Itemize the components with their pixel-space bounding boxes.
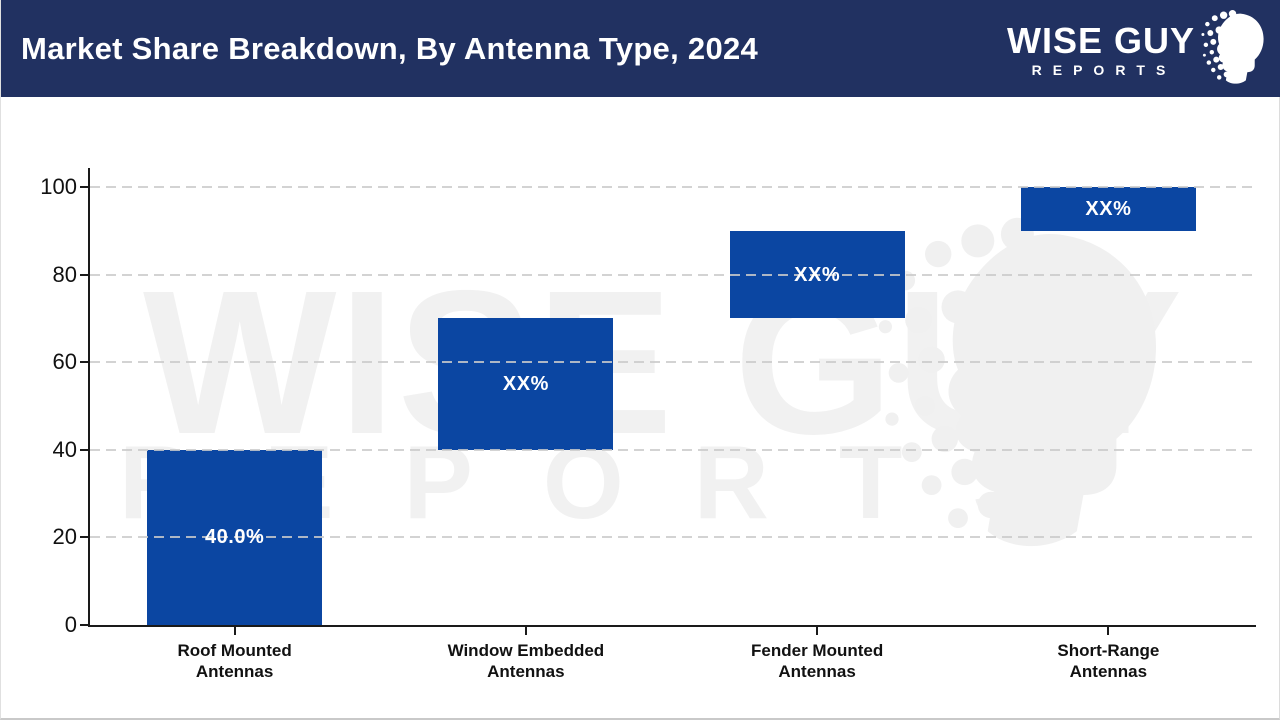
y-axis-tick-label: 80 bbox=[52, 261, 77, 287]
brand-logo: WISE GUY REPORTS bbox=[1007, 8, 1271, 92]
bar-value-label: XX% bbox=[502, 373, 549, 396]
bar-segment bbox=[438, 318, 614, 450]
gridline bbox=[90, 186, 1254, 188]
page-title: Market Share Breakdown, By Antenna Type,… bbox=[21, 30, 759, 66]
bar-value-label: XX% bbox=[1085, 197, 1132, 220]
y-axis-tick bbox=[80, 186, 89, 188]
brand-logo-text: WISE GUY REPORTS bbox=[1006, 19, 1195, 79]
bar-value-label: 40.0% bbox=[205, 526, 265, 549]
y-axis-tick bbox=[80, 624, 89, 626]
y-axis-tick-label: 60 bbox=[52, 349, 77, 375]
x-axis-category-label: Roof Mounted Antennas bbox=[177, 641, 292, 681]
x-axis-tick bbox=[233, 627, 236, 635]
y-axis-tick bbox=[80, 273, 89, 276]
y-axis-tick-label: 40 bbox=[52, 436, 77, 462]
gridline bbox=[90, 448, 1254, 451]
y-axis-tick bbox=[80, 361, 89, 364]
brand-name: WISE GUY bbox=[1006, 19, 1195, 61]
x-axis-category-label: Fender Mounted Antennas bbox=[751, 641, 884, 681]
x-axis-tick bbox=[524, 627, 527, 635]
y-axis-tick-label: 0 bbox=[64, 612, 77, 637]
y-axis-line bbox=[88, 168, 90, 627]
gridline bbox=[90, 361, 1254, 364]
x-axis-tick bbox=[816, 627, 819, 635]
x-axis-category-label: Short-Range Antennas bbox=[1057, 641, 1160, 681]
gridline bbox=[90, 273, 1254, 276]
x-axis-line bbox=[88, 625, 1256, 627]
y-axis-tick bbox=[80, 448, 89, 451]
bar-segment bbox=[1020, 187, 1196, 231]
header-bar: Market Share Breakdown, By Antenna Type,… bbox=[1, 0, 1280, 97]
x-axis-category-label: Window Embedded Antennas bbox=[447, 641, 605, 681]
gridline bbox=[90, 536, 1254, 539]
x-axis-tick bbox=[1107, 627, 1110, 635]
y-axis-tick bbox=[80, 536, 89, 539]
bar-value-label: XX% bbox=[794, 263, 841, 286]
brand-subname: REPORTS bbox=[1031, 61, 1177, 78]
y-axis-tick-label: 20 bbox=[52, 524, 77, 550]
y-axis-tick-label: 100 bbox=[40, 174, 77, 199]
brand-face-dots-icon bbox=[1201, 10, 1264, 84]
